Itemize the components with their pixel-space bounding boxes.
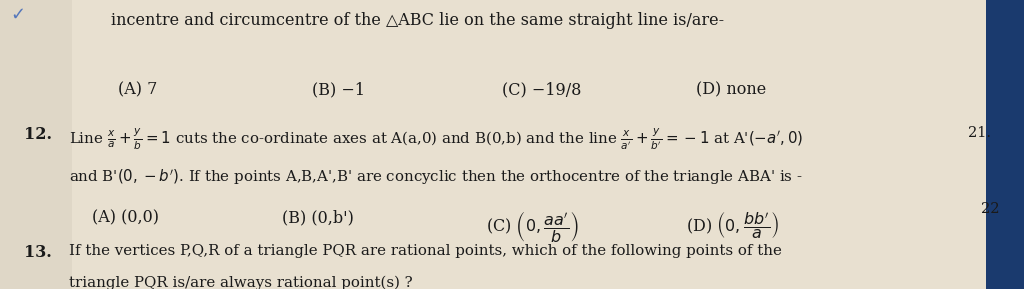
Text: (C) −19/8: (C) −19/8 [502, 81, 582, 98]
Text: 13.: 13. [24, 244, 51, 261]
Text: (B) (0,b'): (B) (0,b') [282, 210, 353, 227]
Text: (D) $\left(0,\dfrac{bb'}{a}\right)$: (D) $\left(0,\dfrac{bb'}{a}\right)$ [686, 210, 779, 241]
Bar [0, 0, 72, 289]
Text: (A) 7: (A) 7 [118, 81, 157, 98]
Text: 12.: 12. [24, 126, 51, 143]
Text: incentre and circumcentre of the △ABC lie on the same straight line is/are-: incentre and circumcentre of the △ABC li… [111, 12, 724, 29]
Text: If the vertices P,Q,R of a triangle PQR are rational points, which of the follow: If the vertices P,Q,R of a triangle PQR … [69, 244, 781, 258]
Text: (C) $\left(0,\dfrac{aa'}{b}\right)$: (C) $\left(0,\dfrac{aa'}{b}\right)$ [486, 210, 580, 244]
Text: and B'$(0,-b')$. If the points A,B,A',B' are concyclic then the orthocentre of t: and B'$(0,-b')$. If the points A,B,A',B'… [69, 168, 802, 187]
Text: (B) −1: (B) −1 [312, 81, 366, 98]
Text: Line $\frac{x}{a}+\frac{y}{b}=1$ cuts the co-ordinate axes at A(a,0) and B(0,b) : Line $\frac{x}{a}+\frac{y}{b}=1$ cuts th… [69, 126, 803, 152]
Bar [986, 0, 1024, 289]
Text: (A) (0,0): (A) (0,0) [92, 210, 159, 227]
Text: triangle PQR is/are always rational point(s) ?: triangle PQR is/are always rational poin… [69, 276, 413, 289]
Text: (D) none: (D) none [696, 81, 767, 98]
Text: ✓: ✓ [10, 6, 26, 24]
Text: 21.: 21. [968, 126, 990, 140]
Text: 22: 22 [981, 202, 999, 216]
